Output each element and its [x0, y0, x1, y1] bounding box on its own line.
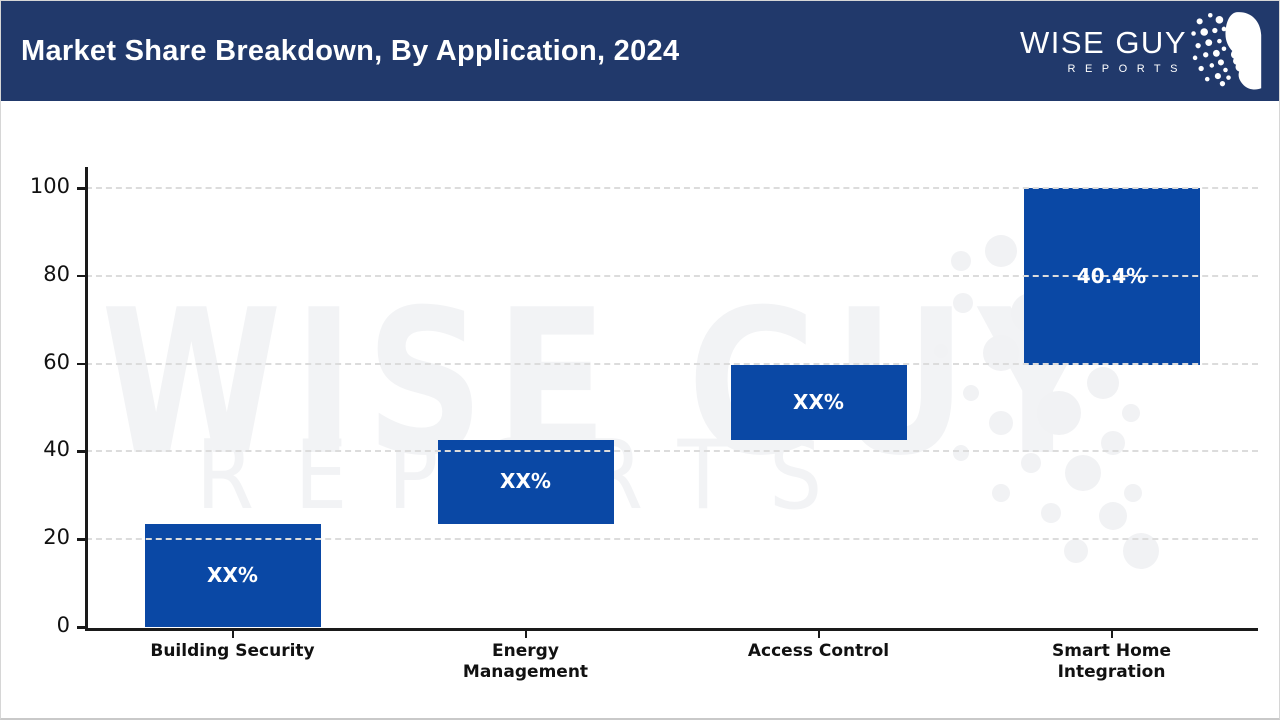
brand-subtitle: REPORTS — [1067, 62, 1187, 75]
y-tick-label-20: 20 — [43, 525, 70, 550]
bar-value-label-building-security: XX% — [207, 562, 258, 587]
gridline-100 — [86, 187, 1258, 189]
x-tick-mark-access-control — [817, 630, 820, 638]
bar-access-control — [730, 365, 907, 441]
plot-area: 0 20 40 60 80 100 XX% Building Security XX% Energ… — [30, 169, 1258, 682]
brand-face-icon — [1191, 12, 1262, 90]
y-tick-mark-20 — [77, 538, 86, 541]
y-tick-label-60: 60 — [43, 349, 70, 374]
bar-value-label-energy-management: XX% — [500, 469, 551, 494]
y-axis-line — [85, 167, 88, 630]
y-tick-label-80: 80 — [43, 261, 70, 286]
bar-building-security — [144, 524, 321, 627]
category-label-building-security: Building Security — [150, 641, 315, 661]
category-label-smart-home-integration: Smart Home Integration — [1051, 641, 1171, 683]
category-label-energy-management: Energy Management — [462, 641, 589, 683]
y-tick-mark-0 — [77, 626, 86, 629]
gridline-20 — [86, 538, 1258, 541]
x-tick-mark-energy-management — [524, 630, 527, 638]
y-tick-mark-100 — [77, 187, 86, 190]
y-tick-mark-40 — [77, 450, 86, 453]
bar-energy-management — [437, 440, 614, 525]
category-label-access-control: Access Control — [747, 641, 890, 661]
brand-name: WISE GUY — [1019, 25, 1187, 61]
y-tick-mark-60 — [77, 362, 86, 366]
y-tick-label-0: 0 — [56, 613, 70, 637]
y-tick-label-40: 40 — [43, 437, 70, 462]
bar-value-label-smart-home-integration: 40.4% — [1076, 263, 1147, 288]
y-tick-label-100: 100 — [29, 174, 70, 198]
x-axis-line — [85, 628, 1258, 631]
x-tick-mark-smart-home-integration — [1110, 630, 1113, 638]
gridline-40 — [86, 450, 1258, 453]
brand-logo: WISE GUY REPORTS — [1020, 9, 1265, 93]
brand-logo-text: WISE GUY REPORTS — [1020, 27, 1187, 75]
gridline-60 — [86, 362, 1258, 365]
x-tick-mark-building-security — [231, 630, 234, 638]
y-tick-mark-80 — [77, 274, 86, 278]
gridline-80 — [86, 274, 1258, 277]
chart-title: Market Share Breakdown, By Application, … — [21, 34, 680, 67]
bar-value-label-access-control: XX% — [793, 389, 844, 414]
header-bar: Market Share Breakdown, By Application, … — [1, 1, 1279, 101]
